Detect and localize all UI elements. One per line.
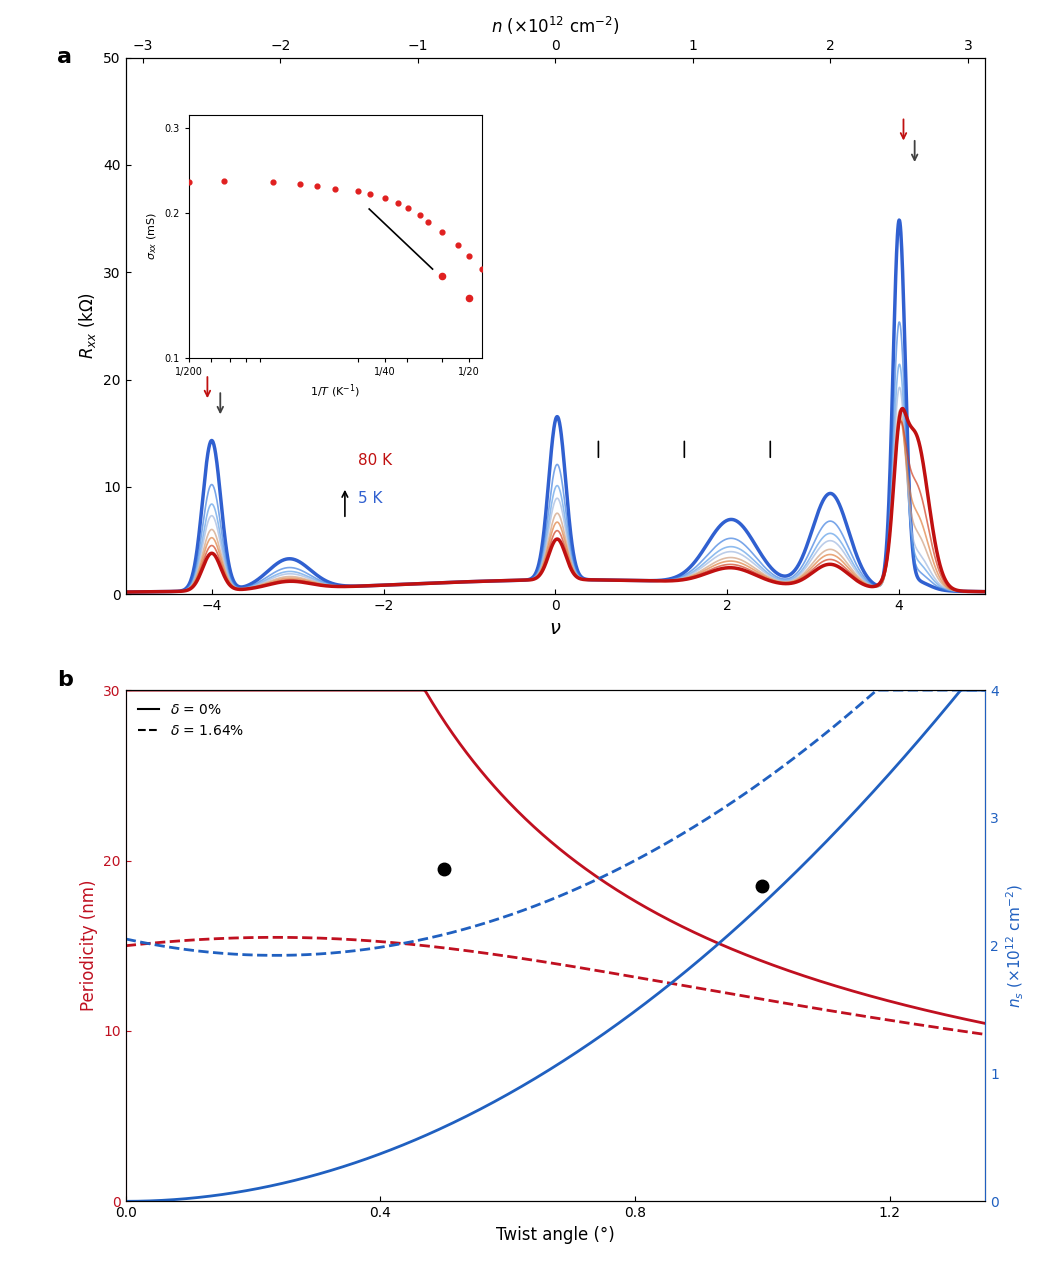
Point [349,181,366,202]
Point [461,288,478,308]
Y-axis label: $n_s$ ($\times10^{12}$ cm$^{-2}$): $n_s$ ($\times10^{12}$ cm$^{-2}$) [1004,884,1026,1007]
Point [420,211,437,231]
Point [265,173,282,193]
Text: 5 K: 5 K [357,491,383,506]
Y-axis label: $R_{xx}$ (k$\Omega$): $R_{xx}$ (k$\Omega$) [77,293,97,359]
X-axis label: $\nu$: $\nu$ [549,619,562,638]
Point [308,175,325,196]
Point [215,171,232,192]
Point [180,173,197,193]
Point [434,266,451,286]
Point [327,179,344,199]
Point [434,221,451,242]
Point [474,259,490,280]
Point [461,245,478,266]
Legend: $\delta$ = 0%, $\delta$ = 1.64%: $\delta$ = 0%, $\delta$ = 1.64% [133,697,250,743]
Point [412,204,429,225]
X-axis label: $1/T$ (K$^{-1}$): $1/T$ (K$^{-1}$) [310,382,361,400]
Point [450,234,466,254]
Text: b: b [57,670,73,690]
X-axis label: $n$ ($\times10^{12}$ cm$^{-2}$): $n$ ($\times10^{12}$ cm$^{-2}$) [492,15,619,37]
Y-axis label: $\sigma_{xx}$ (mS): $\sigma_{xx}$ (mS) [145,212,158,261]
Point [488,273,505,294]
Text: 80 K: 80 K [357,454,392,469]
Point [400,198,417,219]
Y-axis label: Periodicity (nm): Periodicity (nm) [80,881,97,1011]
Point [362,184,378,204]
Point [376,188,393,208]
Point [292,174,309,194]
Point [389,193,406,213]
Text: a: a [57,47,72,66]
X-axis label: Twist angle (°): Twist angle (°) [496,1226,615,1243]
